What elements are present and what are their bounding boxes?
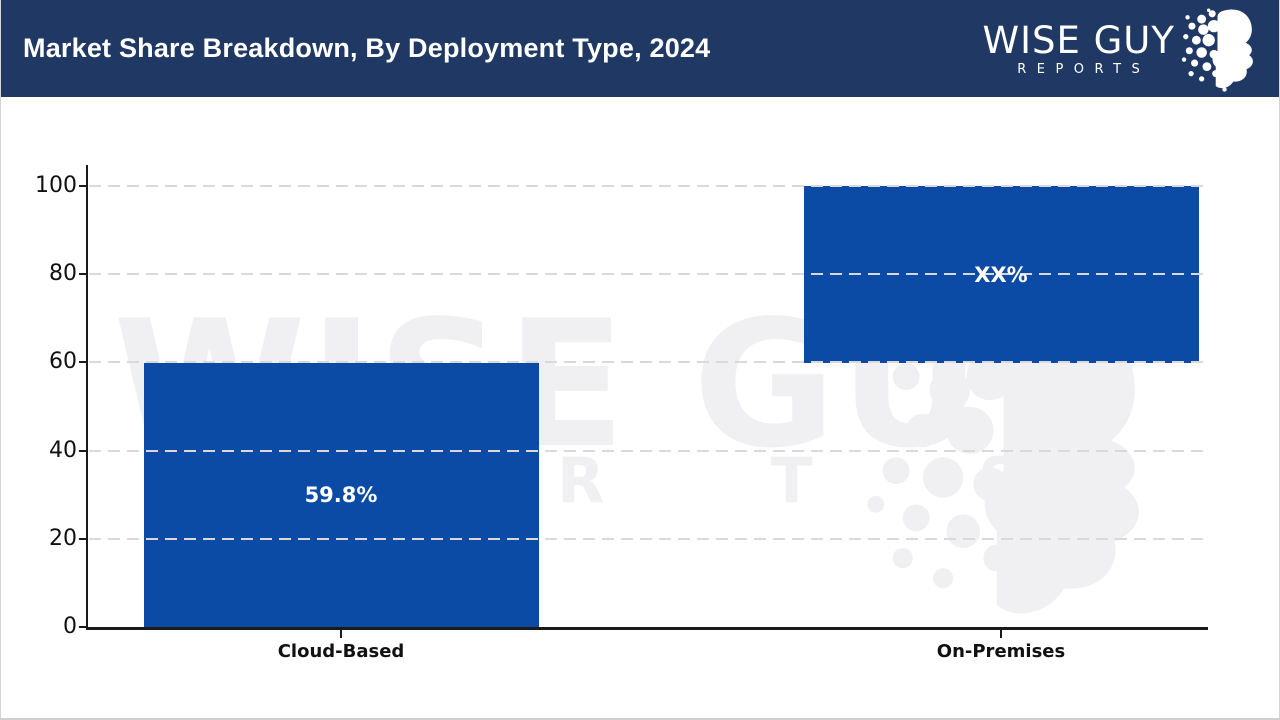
y-tick-mark: [79, 185, 87, 187]
x-tick-mark: [340, 630, 342, 638]
y-tick-mark: [79, 626, 87, 628]
y-tick-label: 0: [63, 614, 77, 639]
gridline: [89, 449, 1208, 452]
bar-value-label: 59.8%: [304, 483, 378, 508]
y-tick-label: 20: [49, 525, 77, 551]
y-tick-label: 60: [49, 349, 77, 375]
gridline: [89, 537, 1208, 540]
y-tick-mark: [79, 537, 87, 540]
page-title: Market Share Breakdown, By Deployment Ty…: [23, 33, 711, 63]
y-axis-spine: [86, 165, 88, 630]
y-tick-label: 80: [49, 261, 77, 287]
dotted-face-logo-icon: [1181, 8, 1253, 92]
y-tick-mark: [79, 273, 87, 276]
gridline: [89, 361, 1208, 364]
x-axis-spine: [86, 627, 1208, 630]
logo-text: WISE GUY REPORTS: [983, 22, 1175, 76]
bar-value-label: XX%: [974, 262, 1028, 287]
plot-area: 0 20 40 60 80 100 59.8% XX% Cloud-Based On-Premis…: [1, 97, 1279, 718]
logo-subtitle: REPORTS: [1017, 61, 1151, 77]
x-tick-label: On-Premises: [936, 641, 1066, 662]
bar-cloud-based: [143, 363, 539, 627]
gridline: [89, 185, 1208, 187]
y-tick-label: 100: [35, 173, 77, 198]
y-tick-label: 40: [49, 437, 77, 463]
logo-wordmark: WISE GUY: [982, 18, 1175, 62]
header-bar: Market Share Breakdown, By Deployment Ty…: [1, 0, 1279, 97]
y-tick-mark: [79, 449, 87, 452]
gridline: [89, 273, 1208, 276]
x-tick-label: Cloud-Based: [277, 641, 405, 662]
y-tick-mark: [79, 361, 87, 364]
wise-guy-reports-logo: WISE GUY REPORTS: [983, 4, 1265, 94]
x-tick-mark: [1000, 630, 1002, 638]
